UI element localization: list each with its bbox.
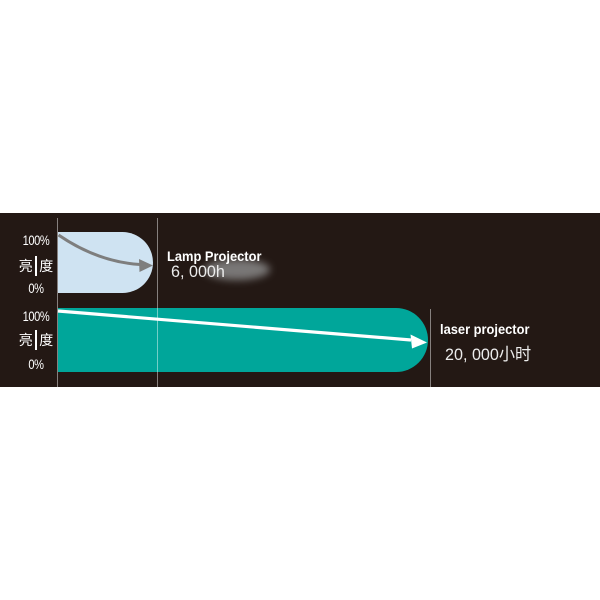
projector-comparison-panel: 100% 亮 度 0% 100% 亮 度 0% Lamp Projector 6… bbox=[0, 213, 600, 387]
laser-axis-100-label: 100% bbox=[22, 309, 50, 324]
brightness-separator bbox=[35, 256, 37, 276]
lamp-chart-title: Lamp Projector bbox=[167, 248, 262, 264]
lamp-lifetime-tick-line bbox=[157, 218, 158, 387]
lamp-axis-0-label: 0% bbox=[28, 281, 44, 296]
laser-lifetime-tick-line bbox=[430, 309, 431, 387]
y-axis-line bbox=[57, 218, 58, 387]
brightness-char-2: 度 bbox=[39, 332, 54, 348]
gray-smudge bbox=[204, 259, 270, 280]
brightness-char-1: 亮 bbox=[18, 332, 33, 348]
brightness-separator bbox=[35, 330, 37, 350]
lamp-axis-brightness-label: 亮 度 bbox=[11, 255, 61, 277]
lamp-brightness-area bbox=[58, 232, 153, 293]
brightness-char-1: 亮 bbox=[18, 258, 33, 274]
lamp-lifetime-label: 6, 000h bbox=[171, 262, 225, 281]
laser-axis-brightness-label: 亮 度 bbox=[11, 329, 61, 351]
laser-lifetime-label: 20, 000小时 bbox=[445, 345, 532, 364]
laser-axis-0-label: 0% bbox=[28, 357, 44, 372]
brightness-char-2: 度 bbox=[39, 258, 54, 274]
laser-brightness-area bbox=[58, 308, 428, 372]
lamp-axis-100-label: 100% bbox=[22, 233, 50, 248]
laser-chart-title: laser projector bbox=[440, 321, 530, 337]
